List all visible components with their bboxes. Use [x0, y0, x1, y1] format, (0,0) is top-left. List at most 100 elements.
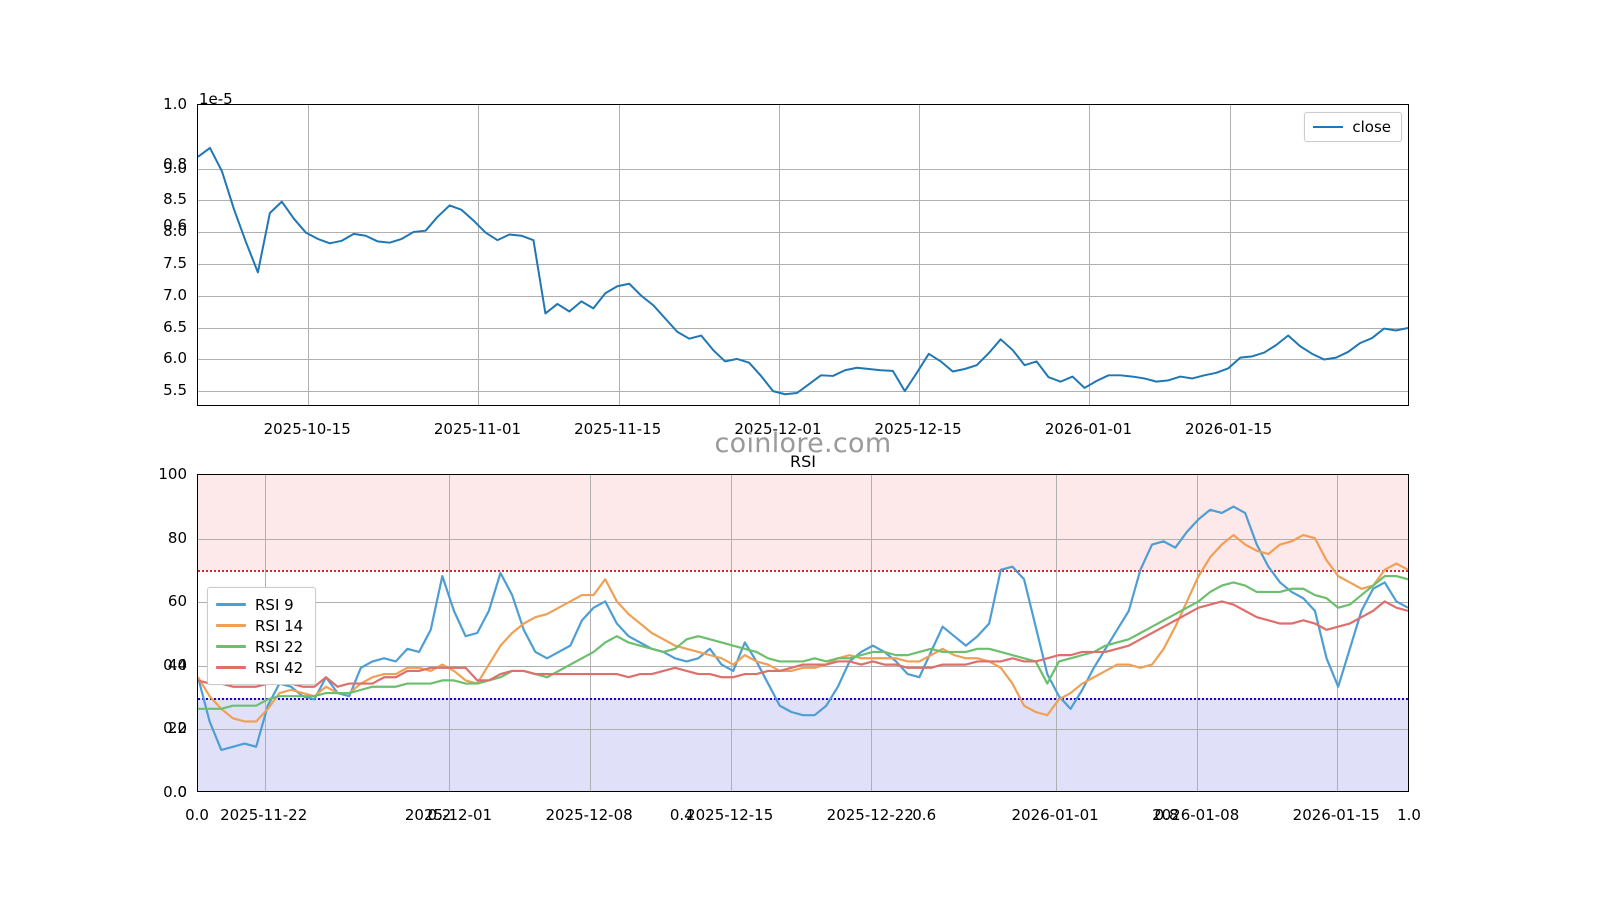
rsi-line-rsi-9: [198, 505, 1408, 752]
rsi-legend-swatch-2: [216, 645, 246, 648]
rsi-line-series: [198, 505, 1408, 752]
price-x-tick-label: 2025-11-01: [433, 420, 522, 438]
price-gridline-horizontal: [198, 327, 1408, 329]
rsi-y-tick-label: 100: [158, 465, 187, 483]
rsi-legend-label-2: RSI 22: [255, 637, 304, 656]
rsi-y-tick-label: 60: [167, 592, 187, 611]
rsi-x-tick-label: 2025-12-08: [545, 806, 633, 824]
rsi-overlay-y-tick-label: 0.0: [163, 783, 187, 801]
price-y-axis-offset-label: 1e-5: [199, 90, 233, 108]
rsi-x-tick-label: 2026-01-08: [1152, 806, 1240, 824]
rsi-y-tick-label: 80: [167, 528, 187, 547]
rsi-legend-swatch-0: [216, 603, 246, 606]
price-y-tick-label: 9.0: [163, 158, 187, 177]
rsi-overlay-y-tick-label: 0.4: [163, 655, 187, 674]
price-x-tick-label: 2025-12-01: [734, 420, 822, 438]
rsi-legend[interactable]: RSI 9 RSI 14 RSI 22 RSI 42: [207, 587, 317, 685]
watermark: coinlore.com: [714, 428, 892, 459]
rsi-legend-label-1: RSI 14: [255, 616, 304, 635]
price-y-tick-label: 7.5: [163, 253, 187, 272]
price-gridline-vertical: [778, 105, 780, 405]
rsi-x-tick-label: 2026-01-01: [1011, 806, 1099, 824]
rsi-line-rsi-22: [198, 575, 1408, 710]
rsi-legend-label-0: RSI 9: [255, 595, 294, 614]
rsi-panel-title: RSI: [790, 452, 816, 471]
price-gridline-vertical: [308, 105, 310, 405]
price-x-tick-label: 2025-11-15: [574, 420, 662, 438]
rsi-overlay-x-tick-label: 0.4: [669, 806, 694, 824]
rsi-x-tick-label: 2026-01-15: [1292, 806, 1380, 824]
rsi-overlay-x-tick-label: 0.2: [427, 806, 452, 824]
rsi-x-tick-label: 2025-12-15: [686, 806, 774, 824]
rsi-y-tick-label: 0: [177, 783, 187, 801]
price-y-tick-label: 7.0: [163, 285, 187, 304]
price-chart-panel: close: [197, 104, 1409, 406]
rsi-chart-panel: RSI 9 RSI 14 RSI 22 RSI 42: [197, 474, 1409, 792]
rsi-gridline-horizontal: [198, 665, 1408, 667]
price-y-tick-label: 8.0: [163, 222, 187, 241]
price-y-tick-label: 6.0: [163, 349, 187, 368]
price-y-tick-label: 8.5: [163, 190, 187, 209]
rsi-legend-swatch-1: [216, 624, 246, 627]
rsi-x-tick-label: 2025-12-01: [404, 806, 493, 824]
close-line-swatch: [1313, 126, 1344, 128]
rsi-legend-row: RSI 9: [216, 594, 303, 615]
rsi-gridline-vertical: [590, 475, 592, 791]
price-gridline-horizontal: [198, 263, 1408, 265]
oversold-threshold-line: [198, 697, 1408, 700]
price-gridline-vertical: [919, 105, 921, 405]
rsi-legend-swatch-3: [216, 666, 246, 669]
rsi-overlay-x-tick-label: 0.8: [1154, 806, 1179, 824]
rsi-gridline-horizontal: [198, 538, 1408, 540]
overbought-threshold-line: [198, 570, 1408, 573]
price-gridlines: [198, 105, 1408, 405]
price-gridline-horizontal: [198, 200, 1408, 202]
rsi-gridline-vertical: [730, 475, 732, 791]
rsi-gridline-vertical: [871, 475, 873, 791]
price-y-tick-label: 5.5: [163, 381, 187, 400]
price-overlay-y-tick-label: 0.8: [163, 155, 187, 174]
rsi-legend-row: RSI 22: [216, 636, 303, 657]
rsi-overlay-x-tick-label: 0.0: [185, 806, 209, 824]
price-x-tick-label: 2026-01-01: [1044, 420, 1133, 438]
price-y-tick-label: 1.0: [163, 95, 187, 113]
rsi-overlay-x-tick-label: 1.0: [1397, 806, 1421, 824]
rsi-x-tick-label: 2025-11-22: [220, 806, 308, 824]
rsi-x-tick-label: 2025-12-22: [826, 806, 914, 824]
rsi-overlay-y-tick-label: 0.2: [163, 719, 187, 738]
rsi-overlay-x-tick-label: 0.6: [912, 806, 937, 824]
price-y-tick-label: 6.5: [163, 317, 187, 336]
rsi-gridline-vertical: [449, 475, 451, 791]
price-line-series: [198, 146, 1408, 396]
rsi-legend-label-3: RSI 42: [255, 658, 304, 677]
rsi-line-rsi-42: [198, 600, 1408, 688]
price-gridline-horizontal: [198, 168, 1408, 170]
price-overlay-y-tick-label: 0.6: [163, 215, 187, 234]
rsi-gridline-horizontal: [198, 729, 1408, 731]
price-gridline-vertical: [1089, 105, 1091, 405]
price-gridline-horizontal: [198, 359, 1408, 361]
rsi-gridline-horizontal: [198, 602, 1408, 604]
rsi-y-tick-label: 40: [167, 655, 187, 674]
price-gridline-horizontal: [198, 391, 1408, 393]
price-gridline-horizontal: [198, 295, 1408, 297]
close-price-line: [198, 146, 1408, 396]
price-x-tick-label: 2025-12-15: [874, 420, 962, 438]
overbought-band: [198, 475, 1408, 571]
price-x-tick-label: 2025-10-15: [263, 420, 351, 438]
rsi-legend-row: RSI 42: [216, 657, 303, 678]
price-legend-label-close: close: [1352, 118, 1391, 136]
price-gridline-vertical: [1229, 105, 1231, 405]
rsi-y-tick-label: 20: [167, 719, 187, 738]
rsi-legend-row: RSI 14: [216, 615, 303, 636]
price-x-tick-label: 2026-01-15: [1185, 420, 1273, 438]
rsi-gridline-vertical: [1056, 475, 1058, 791]
price-legend[interactable]: close: [1304, 112, 1402, 142]
price-gridline-vertical: [618, 105, 620, 405]
price-gridline-horizontal: [198, 232, 1408, 234]
rsi-gridline-vertical: [1337, 475, 1339, 791]
price-gridline-vertical: [478, 105, 480, 405]
rsi-line-rsi-14: [198, 533, 1408, 723]
rsi-gridline-vertical: [1196, 475, 1198, 791]
